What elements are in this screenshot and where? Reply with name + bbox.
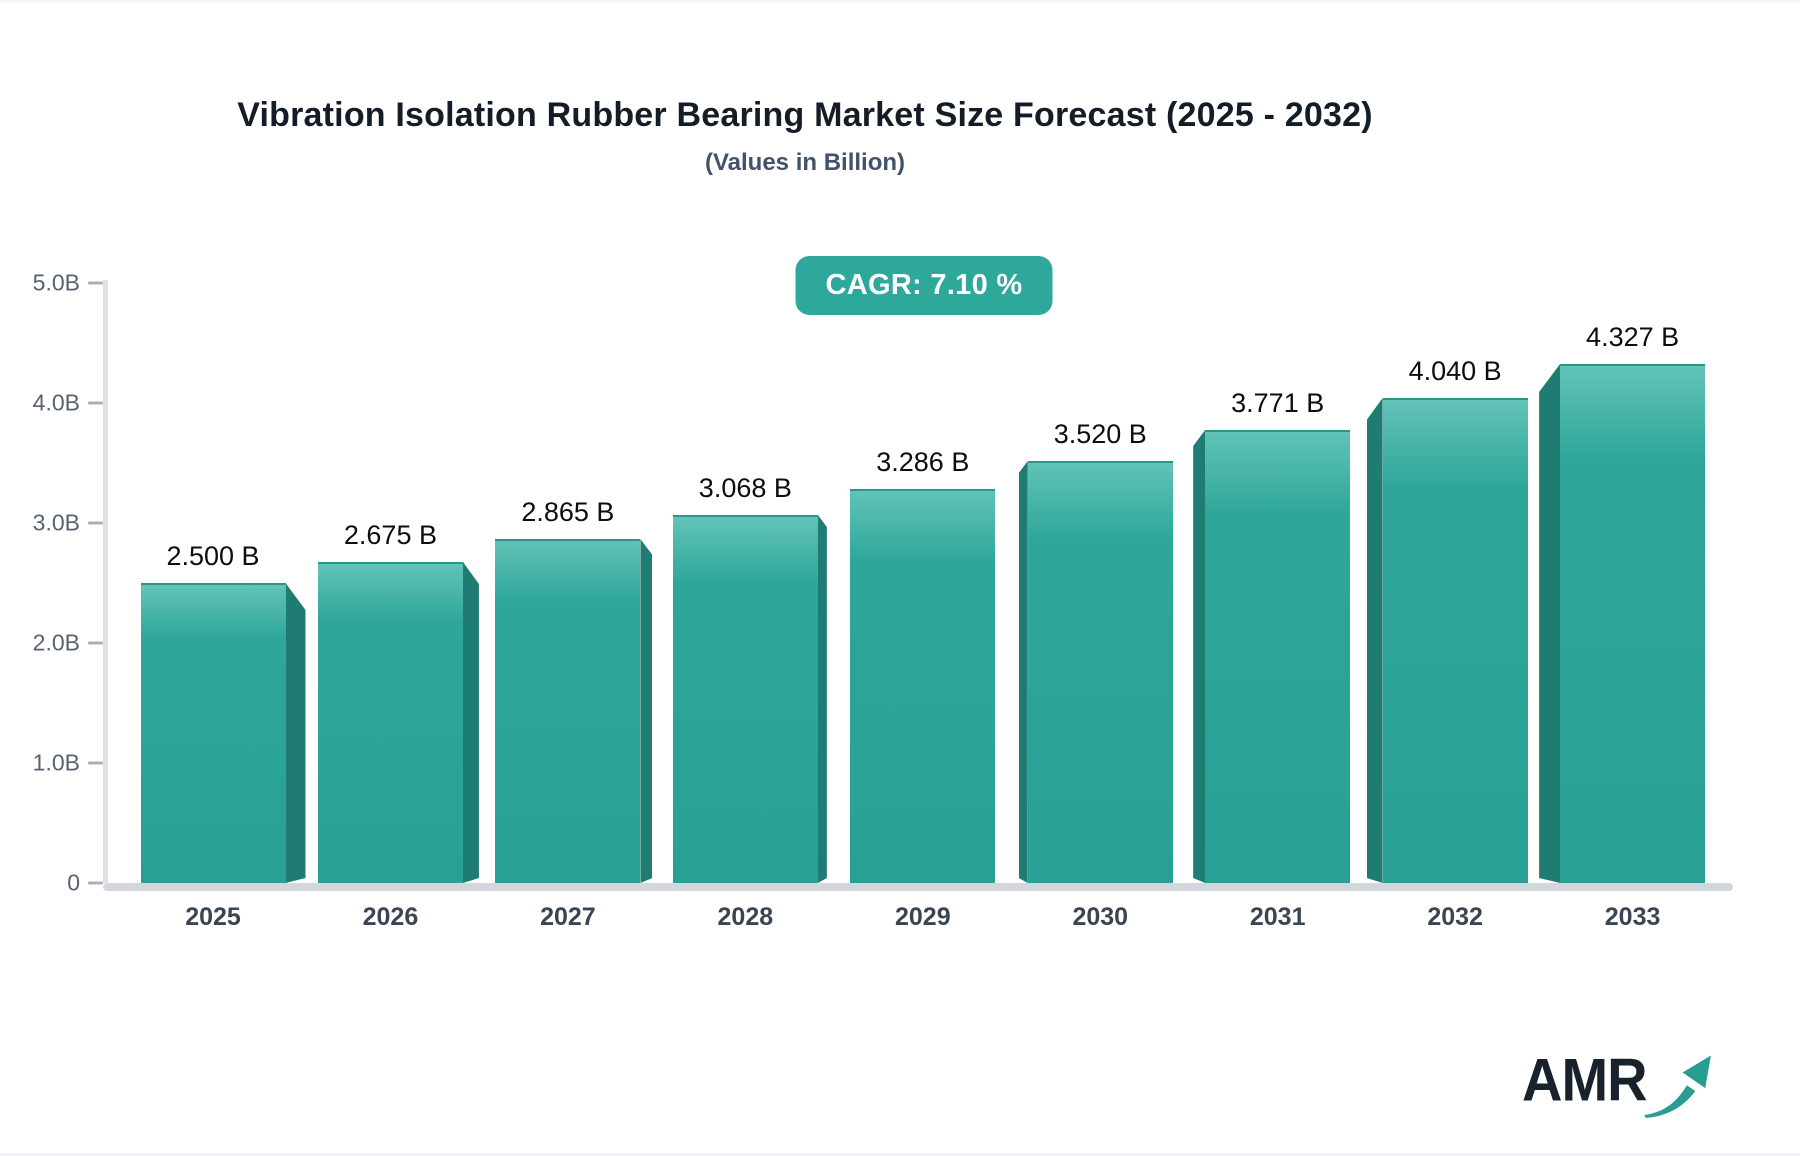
- bar-value-label-2031: 3.771 B: [1231, 388, 1325, 418]
- y-axis-tick-mark: [88, 881, 103, 885]
- y-axis-tick-label: 0: [67, 869, 80, 896]
- x-axis-label-2031: 2031: [1249, 903, 1306, 931]
- x-axis-label-2033: 2033: [1604, 903, 1661, 931]
- x-axis-label-2025: 2025: [185, 903, 241, 931]
- amr-logo-text: AMR: [1522, 1045, 1648, 1114]
- x-axis-label-2029: 2029: [894, 903, 951, 931]
- bar-2028: [672, 515, 818, 883]
- growth-arrow-icon: [1644, 1055, 1711, 1118]
- bar-2027: [495, 539, 641, 883]
- bar-value-label-2032: 4.040 B: [1408, 356, 1502, 386]
- bar-3d-side-2031: [1193, 430, 1205, 883]
- bar-2026: [317, 562, 463, 883]
- bar-3d-side-2025: [286, 583, 306, 883]
- bar-2030: [1027, 461, 1173, 883]
- x-axis-label-2032: 2032: [1427, 903, 1483, 931]
- bar-3d-side-2032: [1367, 398, 1383, 883]
- amr-logo: AMR: [1522, 1044, 1712, 1118]
- chart-title: Vibration Isolation Rubber Bearing Marke…: [237, 96, 1373, 134]
- x-axis-baseline: [103, 883, 1733, 891]
- x-axis-label-2030: 2030: [1072, 903, 1129, 931]
- bar-value-label-2026: 2.675 B: [343, 520, 437, 550]
- x-axis-label-2026: 2026: [362, 903, 419, 931]
- bar-value-label-2028: 3.068 B: [698, 473, 792, 503]
- bar-2031: [1205, 430, 1351, 883]
- x-axis-label-2027: 2027: [540, 903, 596, 931]
- bar-3d-side-2028: [818, 515, 827, 883]
- y-axis-tick-label: 4.0B: [32, 389, 80, 416]
- y-axis-tick-label: 1.0B: [32, 749, 80, 776]
- bar-2033: [1560, 364, 1706, 883]
- bottom-edge-divider: [0, 1153, 1800, 1156]
- bar-3d-side-2030: [1019, 461, 1028, 883]
- bar-2025: [140, 583, 286, 883]
- y-axis-tick-label: 2.0B: [32, 629, 80, 656]
- y-axis-tick-mark: [88, 281, 103, 285]
- y-axis-tick-label: 5.0B: [32, 269, 80, 296]
- bar-value-label-2029: 3.286 B: [876, 447, 970, 477]
- cagr-badge: CAGR: 7.10 %: [795, 256, 1053, 315]
- x-axis-label-2028: 2028: [717, 903, 774, 931]
- bar-3d-side-2027: [640, 539, 652, 883]
- chart-subtitle: (Values in Billion): [704, 149, 906, 176]
- y-axis-tick-label: 3.0B: [32, 509, 80, 536]
- bar-2032: [1382, 398, 1528, 883]
- bar-value-label-2025: 2.500 B: [166, 541, 260, 571]
- y-axis-tick-mark: [88, 761, 103, 765]
- bar-value-label-2030: 3.520 B: [1053, 419, 1147, 449]
- y-axis-tick-mark: [88, 641, 103, 645]
- bar-3d-side-2026: [463, 562, 479, 883]
- y-axis-tick-mark: [88, 521, 103, 525]
- bar-value-label-2033: 4.327 B: [1586, 322, 1680, 352]
- y-axis-line: [103, 280, 108, 883]
- y-axis-tick-mark: [88, 401, 103, 405]
- bar-2029: [850, 489, 996, 883]
- bar-3d-side-2033: [1539, 364, 1560, 883]
- bar-value-label-2027: 2.865 B: [521, 497, 615, 527]
- top-edge-divider: [0, 0, 1800, 3]
